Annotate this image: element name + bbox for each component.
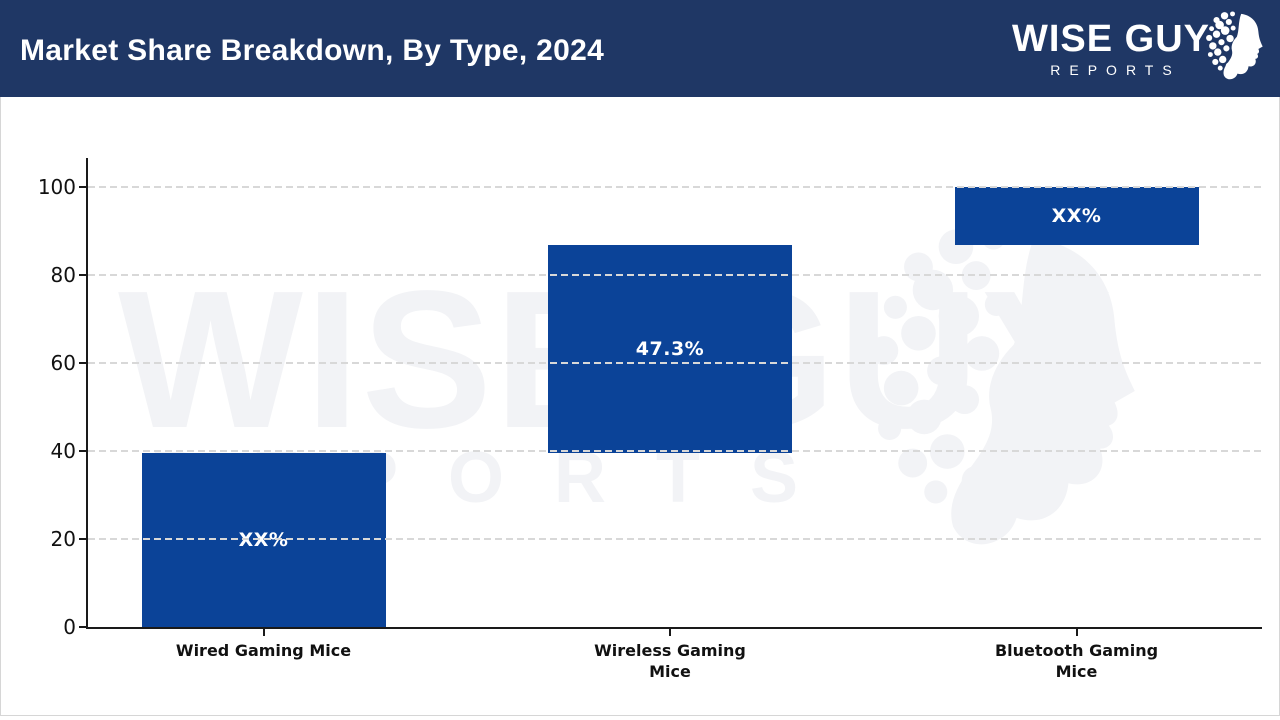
y-tick-label: 40 (50, 438, 76, 463)
bar-value-label: XX% (238, 529, 289, 552)
y-gridline (88, 449, 1262, 452)
y-tick-mark (79, 361, 87, 364)
page-title: Market Share Breakdown, By Type, 2024 (20, 34, 605, 67)
y-tick-mark (79, 449, 87, 452)
x-category-label: Wireless Gaming Mice (594, 641, 746, 681)
bar: XX% (141, 453, 386, 627)
y-tick-label: 60 (50, 350, 76, 375)
y-tick-mark (79, 185, 87, 188)
y-axis-line (86, 158, 88, 629)
x-category-label: Bluetooth Gaming Mice (994, 641, 1159, 681)
y-tick-label: 80 (50, 262, 76, 287)
y-gridline (88, 537, 1262, 540)
app-header: Market Share Breakdown, By Type, 2024 WI… (0, 0, 1280, 97)
dotted-face-icon (1206, 11, 1263, 80)
y-tick-label: 20 (50, 526, 76, 551)
brand-name: WISE GUY (1011, 18, 1210, 60)
brand-logo: WISE GUY REPORTS (1012, 6, 1266, 92)
bar-value-label: 47.3% (635, 338, 705, 361)
y-gridline (88, 185, 1262, 188)
bar: 47.3% (548, 245, 792, 454)
x-category-label: Wired Gaming Mice (175, 641, 352, 660)
y-tick-mark (79, 273, 87, 276)
y-tick-mark (79, 537, 87, 540)
brand-logo-text: WISE GUY REPORTS (1012, 20, 1210, 78)
x-axis-line (86, 627, 1262, 629)
bar: XX% (954, 186, 1199, 246)
y-tick-label: 0 (63, 615, 76, 639)
x-tick-mark (262, 628, 265, 636)
y-gridline (88, 361, 1262, 364)
brand-subname: REPORTS (1050, 62, 1181, 78)
bar-value-label: XX% (1051, 204, 1102, 227)
y-tick-mark (79, 626, 87, 628)
y-gridline (88, 273, 1262, 276)
x-tick-mark (669, 628, 671, 636)
watermark-dotted-face-icon (869, 226, 1135, 545)
y-tick-label: 100 (37, 174, 76, 199)
x-tick-mark (1075, 628, 1078, 636)
